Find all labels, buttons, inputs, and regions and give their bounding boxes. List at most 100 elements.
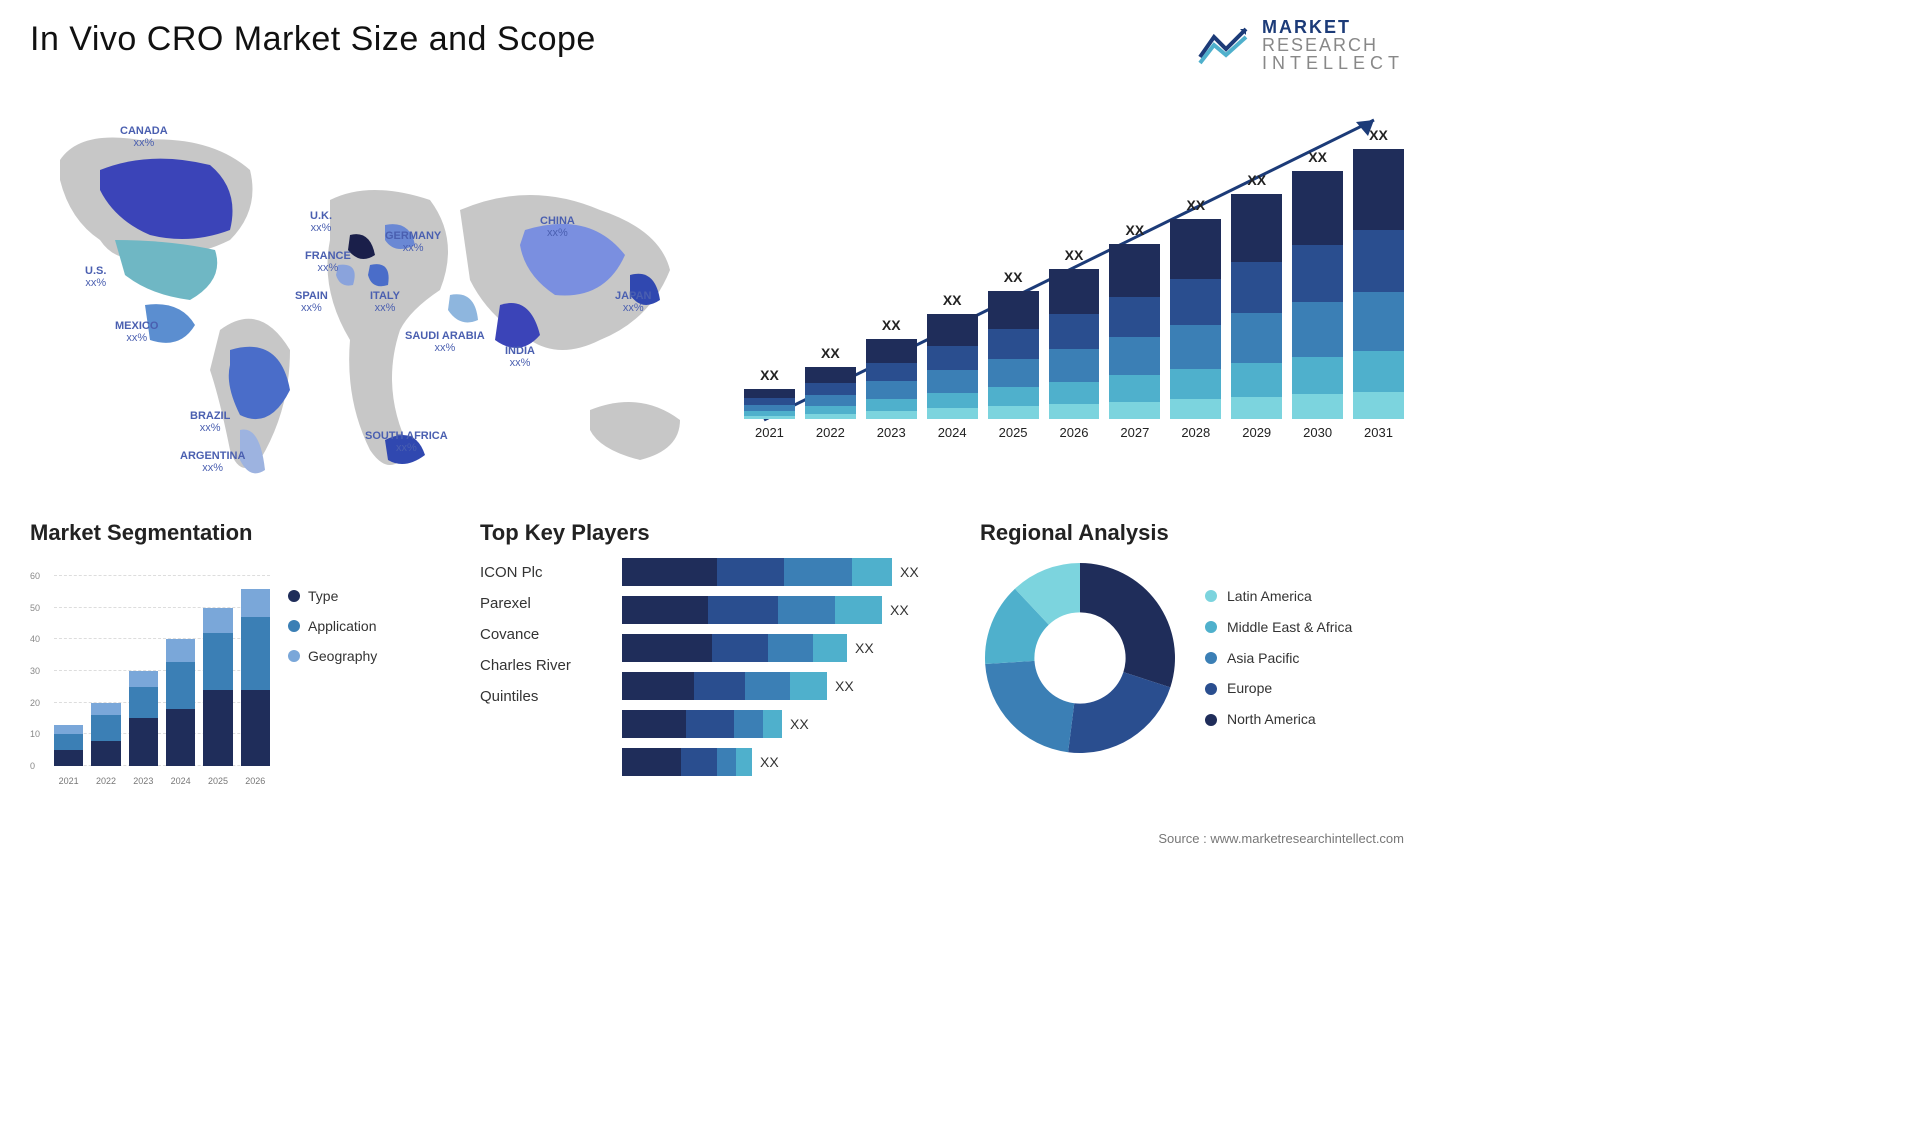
map-label-brazil: BRAZILxx% — [190, 410, 230, 434]
growth-bar-year: 2027 — [1120, 425, 1149, 440]
map-label-japan: JAPANxx% — [615, 290, 651, 314]
segmentation-legend: Type Application Geography — [288, 558, 377, 788]
segmentation-year: 2021 — [54, 776, 83, 786]
logo-mark-icon — [1196, 23, 1252, 67]
donut-slice — [1080, 563, 1175, 687]
segmentation-bar — [54, 725, 83, 766]
map-label-mexico: MEXICOxx% — [115, 320, 158, 344]
growth-bar-2028: XX 2028 — [1170, 197, 1221, 440]
regional-legend-item: Latin America — [1205, 588, 1352, 605]
world-map: CANADAxx% U.S.xx% MEXICOxx% BRAZILxx% ARGENT… — [30, 90, 710, 480]
player-bar-row: XX — [622, 748, 950, 776]
brand-logo: MARKET RESEARCH INTELLECT — [1196, 18, 1404, 72]
player-bar-row: XX — [622, 672, 950, 700]
map-label-france: FRANCExx% — [305, 250, 351, 274]
growth-bar-2025: XX 2025 — [988, 269, 1039, 440]
growth-bar-year: 2023 — [877, 425, 906, 440]
growth-bar-value: XX — [1369, 127, 1388, 143]
segmentation-year: 2022 — [91, 776, 120, 786]
growth-bar-value: XX — [882, 317, 901, 333]
growth-bar-value: XX — [760, 367, 779, 383]
segmentation-legend-item: Type — [288, 588, 377, 604]
segmentation-year: 2023 — [129, 776, 158, 786]
regional-title: Regional Analysis — [980, 520, 1410, 546]
growth-bar-2024: XX 2024 — [927, 292, 978, 440]
player-label: Parexel — [480, 595, 610, 612]
growth-bar-2029: XX 2029 — [1231, 172, 1282, 440]
growth-bar-year: 2025 — [999, 425, 1028, 440]
growth-bar-2026: XX 2026 — [1049, 247, 1100, 440]
growth-bar-year: 2022 — [816, 425, 845, 440]
growth-bar-value: XX — [1065, 247, 1084, 263]
player-label: Quintiles — [480, 688, 610, 705]
regional-legend-item: Middle East & Africa — [1205, 619, 1352, 636]
segmentation-legend-item: Geography — [288, 648, 377, 664]
player-label: Covance — [480, 626, 610, 643]
growth-bar-2027: XX 2027 — [1109, 222, 1160, 440]
map-label-argentina: ARGENTINAxx% — [180, 450, 245, 474]
donut-slice — [985, 661, 1074, 752]
map-label-south-africa: SOUTH AFRICAxx% — [365, 430, 448, 454]
growth-bar-year: 2024 — [938, 425, 967, 440]
player-bar-row: XX — [622, 710, 950, 738]
key-players-section: Top Key Players ICON Plc Parexel Covance Ch… — [480, 520, 950, 776]
player-label: Charles River — [480, 657, 610, 674]
growth-bar-value: XX — [1308, 149, 1327, 165]
segmentation-bar — [129, 671, 158, 766]
growth-bar-value: XX — [1126, 222, 1145, 238]
growth-bar-year: 2029 — [1242, 425, 1271, 440]
growth-bar-value: XX — [1004, 269, 1023, 285]
regional-legend-item: Asia Pacific — [1205, 650, 1352, 667]
regional-legend: Latin America Middle East & Africa Asia Pa… — [1205, 588, 1352, 728]
logo-text-2: RESEARCH — [1262, 36, 1404, 54]
segmentation-year: 2025 — [203, 776, 232, 786]
source-text: Source : www.marketresearchintellect.com — [1158, 831, 1404, 846]
regional-legend-item: North America — [1205, 711, 1352, 728]
donut-slice — [1068, 672, 1170, 753]
map-label-u-s-: U.S.xx% — [85, 265, 106, 289]
segmentation-year: 2026 — [241, 776, 270, 786]
growth-bar-2023: XX 2023 — [866, 317, 917, 440]
segmentation-bar — [241, 589, 270, 766]
player-bar-row: XX — [622, 596, 950, 624]
map-label-germany: GERMANYxx% — [385, 230, 441, 254]
growth-chart: XX 2021 XX 2022 XX 2023 XX 2024 XX 2025 XX 2026 XX 20… — [744, 100, 1404, 470]
regional-donut — [980, 558, 1180, 758]
growth-bar-2030: XX 2030 — [1292, 149, 1343, 440]
segmentation-bar — [91, 703, 120, 766]
map-label-canada: CANADAxx% — [120, 125, 168, 149]
growth-bar-value: XX — [1247, 172, 1266, 188]
growth-bar-year: 2028 — [1181, 425, 1210, 440]
logo-text-3: INTELLECT — [1262, 54, 1404, 72]
players-bars: XX XX XX XX XX XX — [622, 558, 950, 776]
growth-bar-year: 2026 — [1060, 425, 1089, 440]
segmentation-title: Market Segmentation — [30, 520, 450, 546]
growth-bar-2021: XX 2021 — [744, 367, 795, 440]
player-bar-row: XX — [622, 634, 950, 662]
growth-bar-year: 2031 — [1364, 425, 1393, 440]
segmentation-year: 2024 — [166, 776, 195, 786]
player-label: ICON Plc — [480, 564, 610, 581]
player-bar-row: XX — [622, 558, 950, 586]
growth-bar-year: 2030 — [1303, 425, 1332, 440]
regional-analysis-section: Regional Analysis Latin America Middle Ea… — [980, 520, 1410, 758]
page-title: In Vivo CRO Market Size and Scope — [30, 20, 596, 59]
map-label-india: INDIAxx% — [505, 345, 535, 369]
growth-bar-value: XX — [1186, 197, 1205, 213]
map-label-spain: SPAINxx% — [295, 290, 328, 314]
growth-bar-year: 2021 — [755, 425, 784, 440]
map-label-china: CHINAxx% — [540, 215, 575, 239]
players-title: Top Key Players — [480, 520, 950, 546]
players-labels: ICON Plc Parexel Covance Charles River Quint… — [480, 558, 610, 776]
growth-bar-value: XX — [821, 345, 840, 361]
segmentation-bar — [166, 639, 195, 766]
growth-bar-2022: XX 2022 — [805, 345, 856, 440]
growth-bar-value: XX — [943, 292, 962, 308]
map-label-saudi-arabia: SAUDI ARABIAxx% — [405, 330, 485, 354]
segmentation-legend-item: Application — [288, 618, 377, 634]
segmentation-chart: 0102030405060 202120222023202420252026 — [30, 558, 270, 788]
segmentation-bar — [203, 608, 232, 766]
logo-text-1: MARKET — [1262, 18, 1404, 36]
growth-bar-2031: XX 2031 — [1353, 127, 1404, 440]
map-label-u-k-: U.K.xx% — [310, 210, 332, 234]
